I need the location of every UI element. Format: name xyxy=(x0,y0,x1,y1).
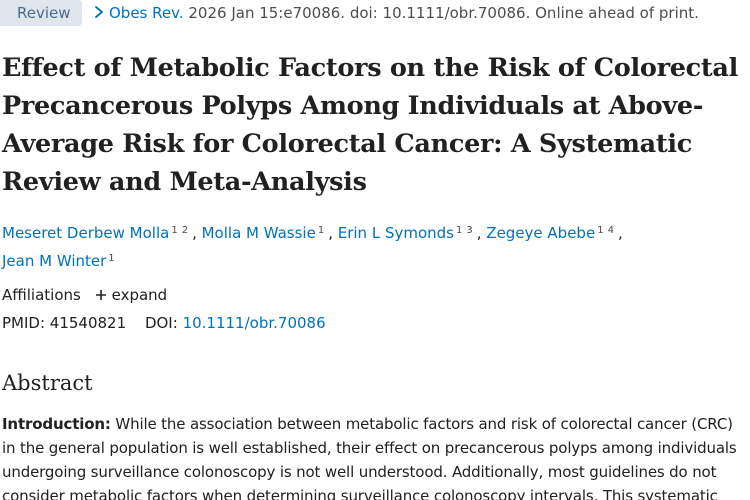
affiliations-label: Affiliations xyxy=(2,286,81,304)
authors-list: Meseret Derbew Molla 1 2, Molla M Wassie 1,… xyxy=(2,218,742,274)
author-item: Molla M Wassie 1, xyxy=(201,224,338,242)
article-title: Effect of Metabolic Factors on the Risk … xyxy=(2,53,738,197)
plus-icon xyxy=(95,290,106,300)
abstract-heading: Abstract xyxy=(2,371,93,395)
author-item: Jean M Winter 1 xyxy=(2,252,119,270)
affiliation-refs: 1 xyxy=(318,225,328,236)
doi-label: DOI: xyxy=(144,314,178,332)
affiliation-refs: 1 xyxy=(108,253,118,264)
affiliation-ref[interactable]: 1 xyxy=(171,225,178,236)
author-item: Erin L Symonds 1 3, xyxy=(337,224,487,242)
affiliation-ref[interactable]: 1 xyxy=(317,225,325,236)
author-link[interactable]: Molla M Wassie xyxy=(201,224,316,242)
affiliations-expand-button[interactable]: expand xyxy=(95,286,168,304)
affiliation-ref[interactable]: 1 xyxy=(597,225,604,236)
affiliation-ref[interactable]: 1 xyxy=(108,253,115,264)
abstract-intro-label: Introduction: xyxy=(2,415,111,433)
expand-label: expand xyxy=(111,286,168,304)
chevron-right-icon[interactable] xyxy=(92,4,106,20)
affiliation-ref[interactable]: 1 xyxy=(456,225,463,236)
journal-link[interactable]: Obes Rev. xyxy=(109,4,184,22)
affiliations-row: Affiliations expand xyxy=(2,284,167,306)
author-link[interactable]: Meseret Derbew Molla xyxy=(2,224,170,242)
abstract-intro-text: While the association between metabolic … xyxy=(2,415,737,500)
author-link[interactable]: Jean M Winter xyxy=(2,252,107,270)
affiliation-ref[interactable]: 3 xyxy=(466,225,473,236)
affiliation-ref[interactable]: 2 xyxy=(181,225,189,236)
pmid-label: PMID: xyxy=(2,314,46,332)
author-link[interactable]: Erin L Symonds xyxy=(337,224,454,242)
identifiers-row: PMID: 41540821 DOI: 10.1111/obr.70086 xyxy=(2,312,326,334)
journal-citation: Obes Rev. 2026 Jan 15:e70086. doi: 10.11… xyxy=(92,3,699,23)
affiliation-ref[interactable]: 4 xyxy=(607,225,614,236)
doi-link[interactable]: 10.1111/obr.70086 xyxy=(182,314,326,332)
pmid-value: 41540821 xyxy=(49,314,127,332)
author-item: Meseret Derbew Molla 1 2, xyxy=(2,224,202,242)
article-header-bar: Review Obes Rev. 2026 Jan 15:e70086. doi… xyxy=(0,0,750,28)
author-link[interactable]: Zegeye Abebe xyxy=(486,224,596,242)
publication-type-badge: Review xyxy=(0,0,82,26)
abstract-paragraph: Introduction: While the association betw… xyxy=(2,412,747,500)
author-item: Zegeye Abebe 1 4, xyxy=(486,224,623,242)
citation-details: 2026 Jan 15:e70086. doi: 10.1111/obr.700… xyxy=(188,4,699,22)
